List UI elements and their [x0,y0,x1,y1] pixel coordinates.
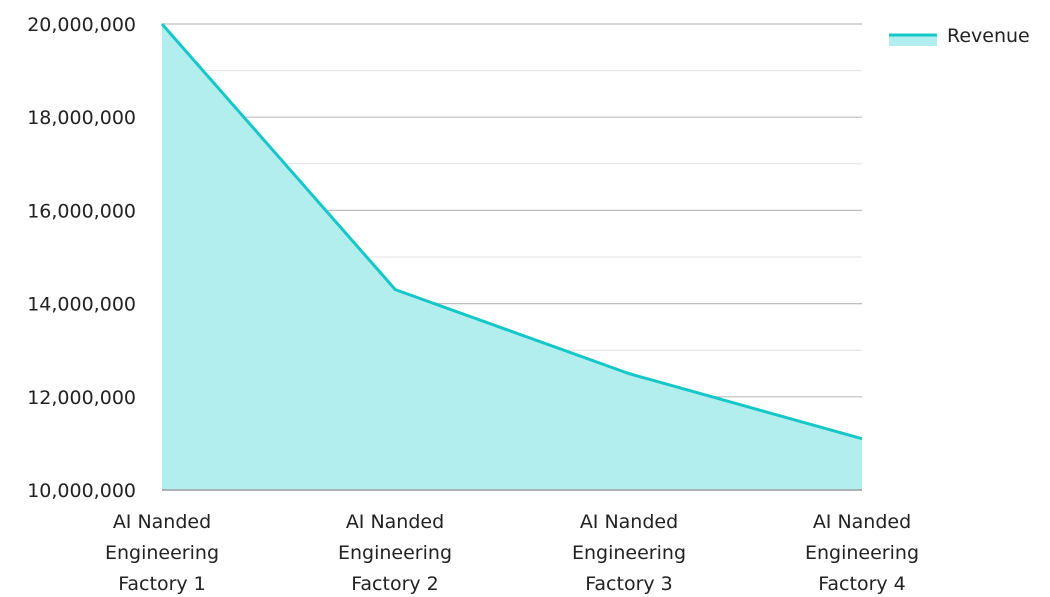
y-tick-label: 12,000,000 [27,387,136,409]
series-line-revenue [160,23,863,441]
y-tick-label: 14,000,000 [27,294,136,316]
area-fill-revenue [162,24,862,490]
x-category-label: AI Nanded Engineering Factory 2 [338,511,452,595]
y-tick-label: 10,000,000 [27,480,136,502]
y-tick-label: 20,000,000 [27,14,136,36]
legend-swatch-revenue [889,34,937,46]
y-axis: 10,000,000 12,000,000 14,000,000 16,000,000… [27,14,136,502]
x-category-label: AI Nanded Engineering Factory 4 [805,511,919,595]
x-category-label: AI Nanded Engineering Factory 3 [572,511,686,595]
series-area-layer [160,23,863,490]
y-tick-label: 16,000,000 [27,200,136,222]
x-axis: AI Nanded Engineering Factory 1 AI Nanded En… [105,489,919,595]
y-tick-label: 18,000,000 [27,107,136,129]
legend-label-revenue: Revenue [947,25,1030,47]
x-category-label: AI Nanded Engineering Factory 1 [105,511,219,595]
legend: Revenue [889,25,1030,47]
